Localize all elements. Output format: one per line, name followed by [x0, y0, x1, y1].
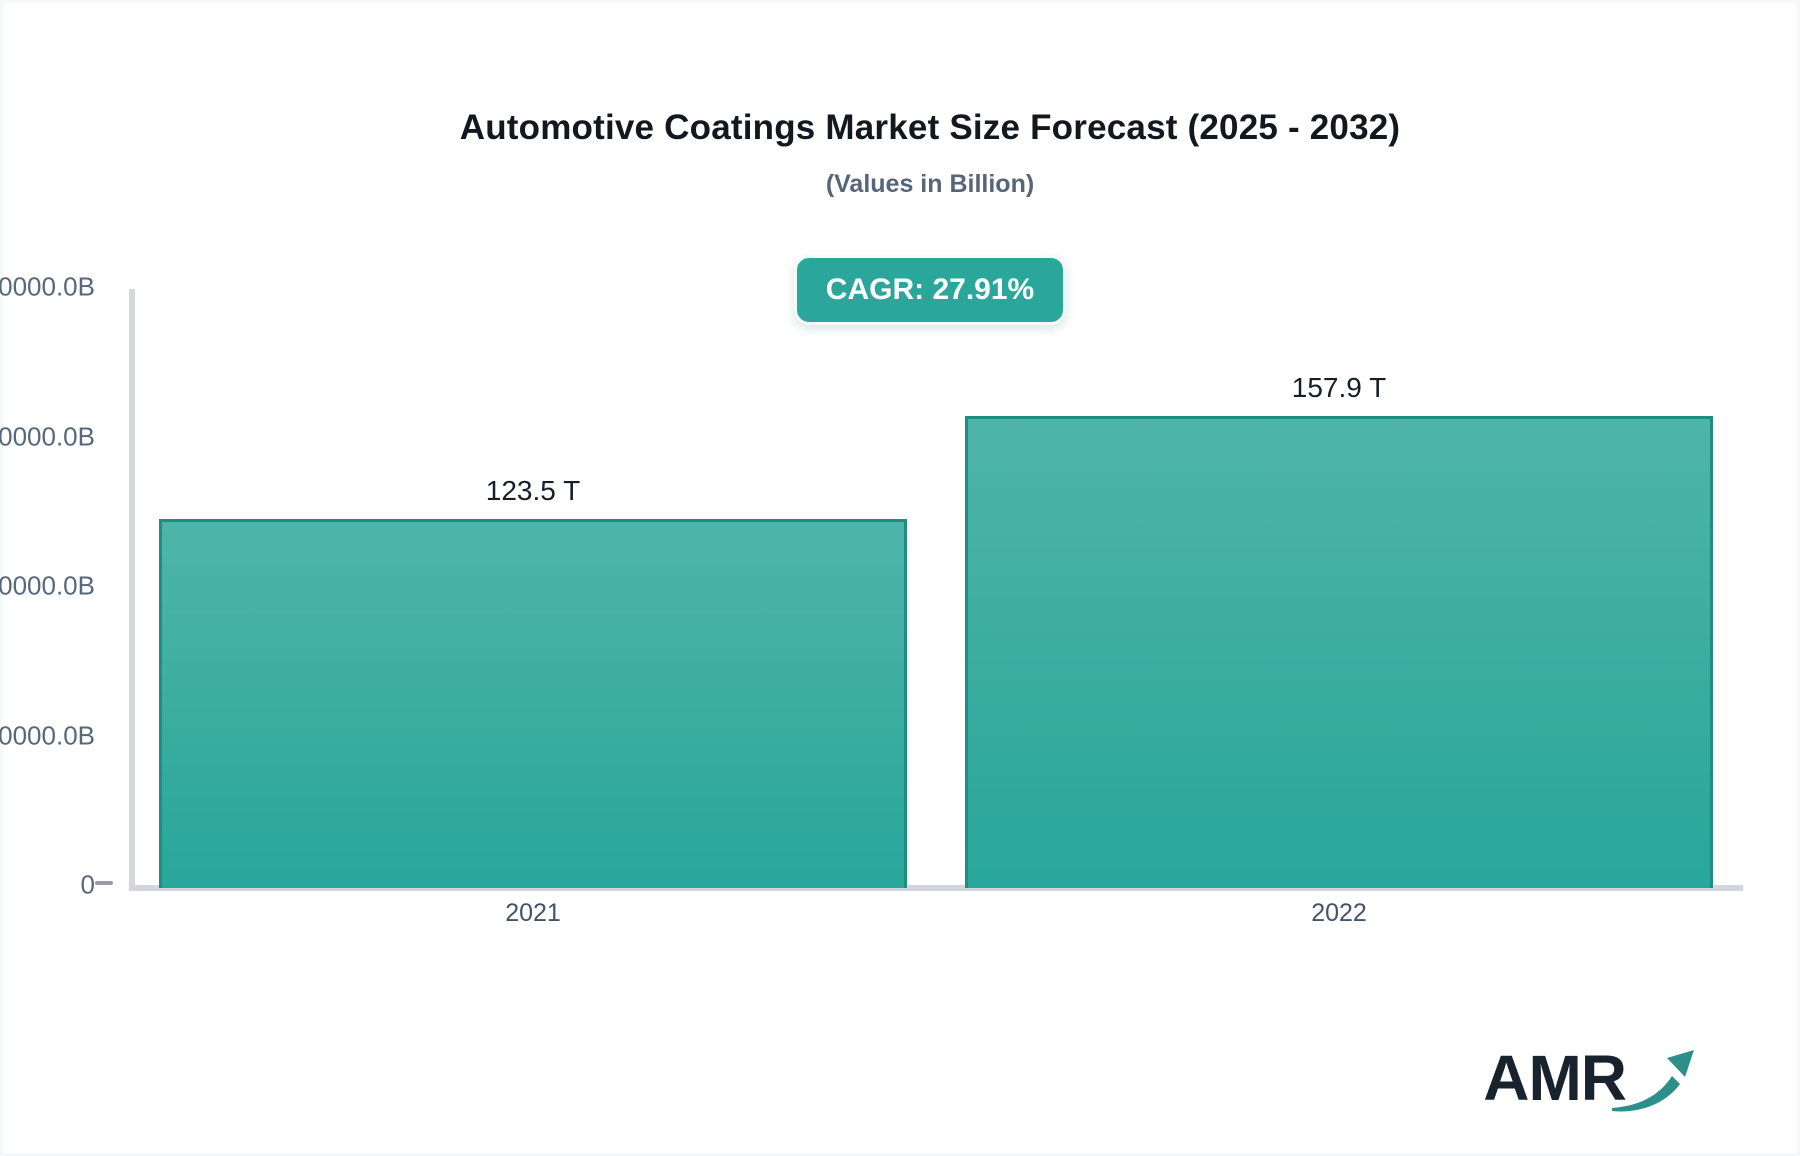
x-axis-line	[129, 885, 1743, 891]
chart-subtitle: (Values in Billion)	[825, 170, 1035, 198]
y-axis-tick-label: 50000.0B	[0, 720, 95, 750]
brand-logo-text: AMR	[1483, 1042, 1627, 1114]
y-axis-tick-label: 150000.0B	[0, 421, 95, 451]
bar-slot-2022: 157.9 T	[936, 290, 1742, 888]
y-axis-tick-label: 0	[80, 869, 95, 900]
x-axis-label-2022: 2022	[1311, 899, 1367, 927]
y-axis-line	[129, 289, 135, 889]
x-axis-label-2021: 2021	[505, 899, 561, 927]
x-axis-labels: 2021 2022	[130, 899, 1742, 928]
y-axis-tick-label: 200000.0B	[0, 271, 95, 302]
cagr-badge-wrap: CAGR: 27.91%	[130, 255, 1730, 325]
cagr-badge: CAGR: 27.91%	[793, 255, 1067, 325]
bar-value-label-2022: 157.9 T	[1291, 371, 1387, 403]
zero-tick-mark	[95, 881, 113, 885]
bar-slot-2021: 123.5 T	[130, 290, 936, 888]
bar-value-label-2021: 123.5 T	[485, 474, 581, 506]
chart-title: Automotive Coatings Market Size Forecast…	[459, 108, 1401, 147]
bar-2022[interactable]	[965, 415, 1713, 888]
bar-2021[interactable]	[159, 518, 907, 888]
brand-logo: AMR	[1483, 1042, 1698, 1114]
y-axis-tick-label: 100000.0B	[0, 570, 95, 601]
plot-area: 123.5 T 157.9 T	[130, 290, 1742, 888]
trend-up-arrow-icon	[1612, 1050, 1694, 1112]
